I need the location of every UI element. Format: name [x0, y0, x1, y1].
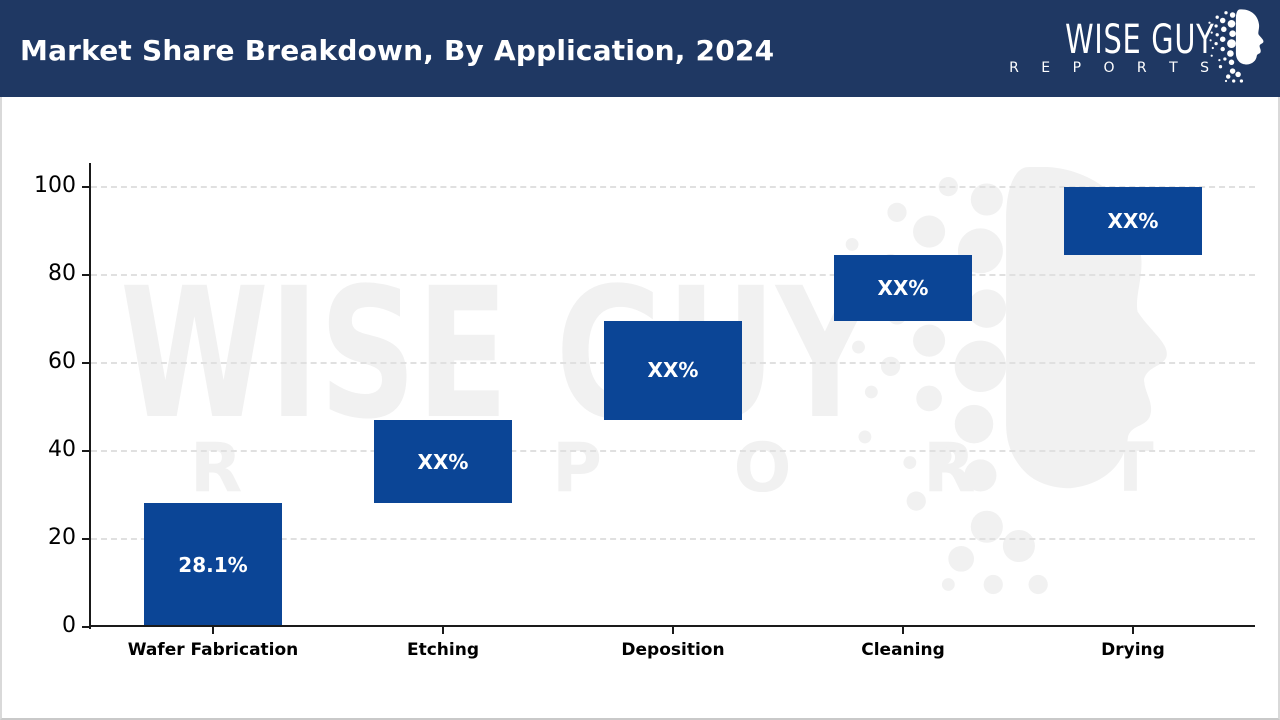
x-tick-0: [212, 627, 214, 634]
x-tick-3: [902, 627, 904, 634]
x-tick-2: [672, 627, 674, 634]
y-tick-80: [82, 274, 90, 276]
y-tick-40: [82, 450, 90, 452]
x-tick-label-2: Deposition: [621, 640, 725, 660]
y-tick-label-60: 60: [48, 349, 76, 374]
bar-value-label: XX%: [877, 275, 929, 300]
x-tick-label-0: Wafer Fabrication: [127, 640, 299, 660]
page-title: Market Share Breakdown, By Application, …: [20, 34, 775, 67]
y-axis: [89, 163, 91, 629]
bar-value-label: 28.1%: [178, 553, 248, 578]
bar-value-label: XX%: [1107, 209, 1159, 234]
y-tick-label-20: 20: [48, 525, 76, 550]
header: Market Share Breakdown, By Application, …: [0, 0, 1280, 97]
waterfall-chart: 0 20 40 60 80 100 28.1% Wafer Fabrication XX% Etc…: [2, 97, 1278, 718]
brand-logo: WISE GUY R E P O R T S: [980, 0, 1280, 97]
gridline-y-100: [91, 186, 1255, 188]
x-tick-label-3: Cleaning: [861, 640, 945, 660]
x-tick-label-1: Etching: [406, 640, 480, 660]
brand-name: WISE GUY: [1064, 17, 1214, 63]
bar-value-label: XX%: [647, 358, 699, 383]
x-tick-label-4: Drying: [1101, 640, 1165, 660]
bar-wafer-fabrication: 28.1%: [144, 503, 282, 627]
wiseguy-head-icon: [1208, 9, 1264, 83]
brand-subtitle: R E P O R T S: [1009, 60, 1218, 76]
x-axis: [89, 625, 1255, 627]
y-tick-0: [82, 626, 90, 628]
y-tick-label-40: 40: [48, 437, 76, 462]
chart-area: WISE GUY R E P O R T S 0 20 40 60 80 100 28.1%…: [0, 97, 1280, 720]
bar-drying: XX%: [1064, 187, 1202, 256]
y-tick-60: [82, 362, 90, 364]
y-tick-label-100: 100: [34, 173, 76, 198]
y-tick-100: [82, 186, 90, 188]
bar-value-label: XX%: [417, 449, 469, 474]
x-tick-4: [1132, 627, 1134, 634]
bar-etching: XX%: [374, 420, 512, 504]
x-tick-1: [442, 627, 444, 634]
y-tick-20: [82, 538, 90, 540]
y-tick-label-0: 0: [62, 613, 76, 638]
gridline-y-40: [91, 450, 1255, 452]
gridline-y-20: [91, 538, 1255, 540]
y-tick-label-80: 80: [48, 261, 76, 286]
gridline-y-80: [91, 274, 1255, 276]
bar-deposition: XX%: [604, 320, 742, 421]
bar-cleaning: XX%: [834, 255, 972, 321]
